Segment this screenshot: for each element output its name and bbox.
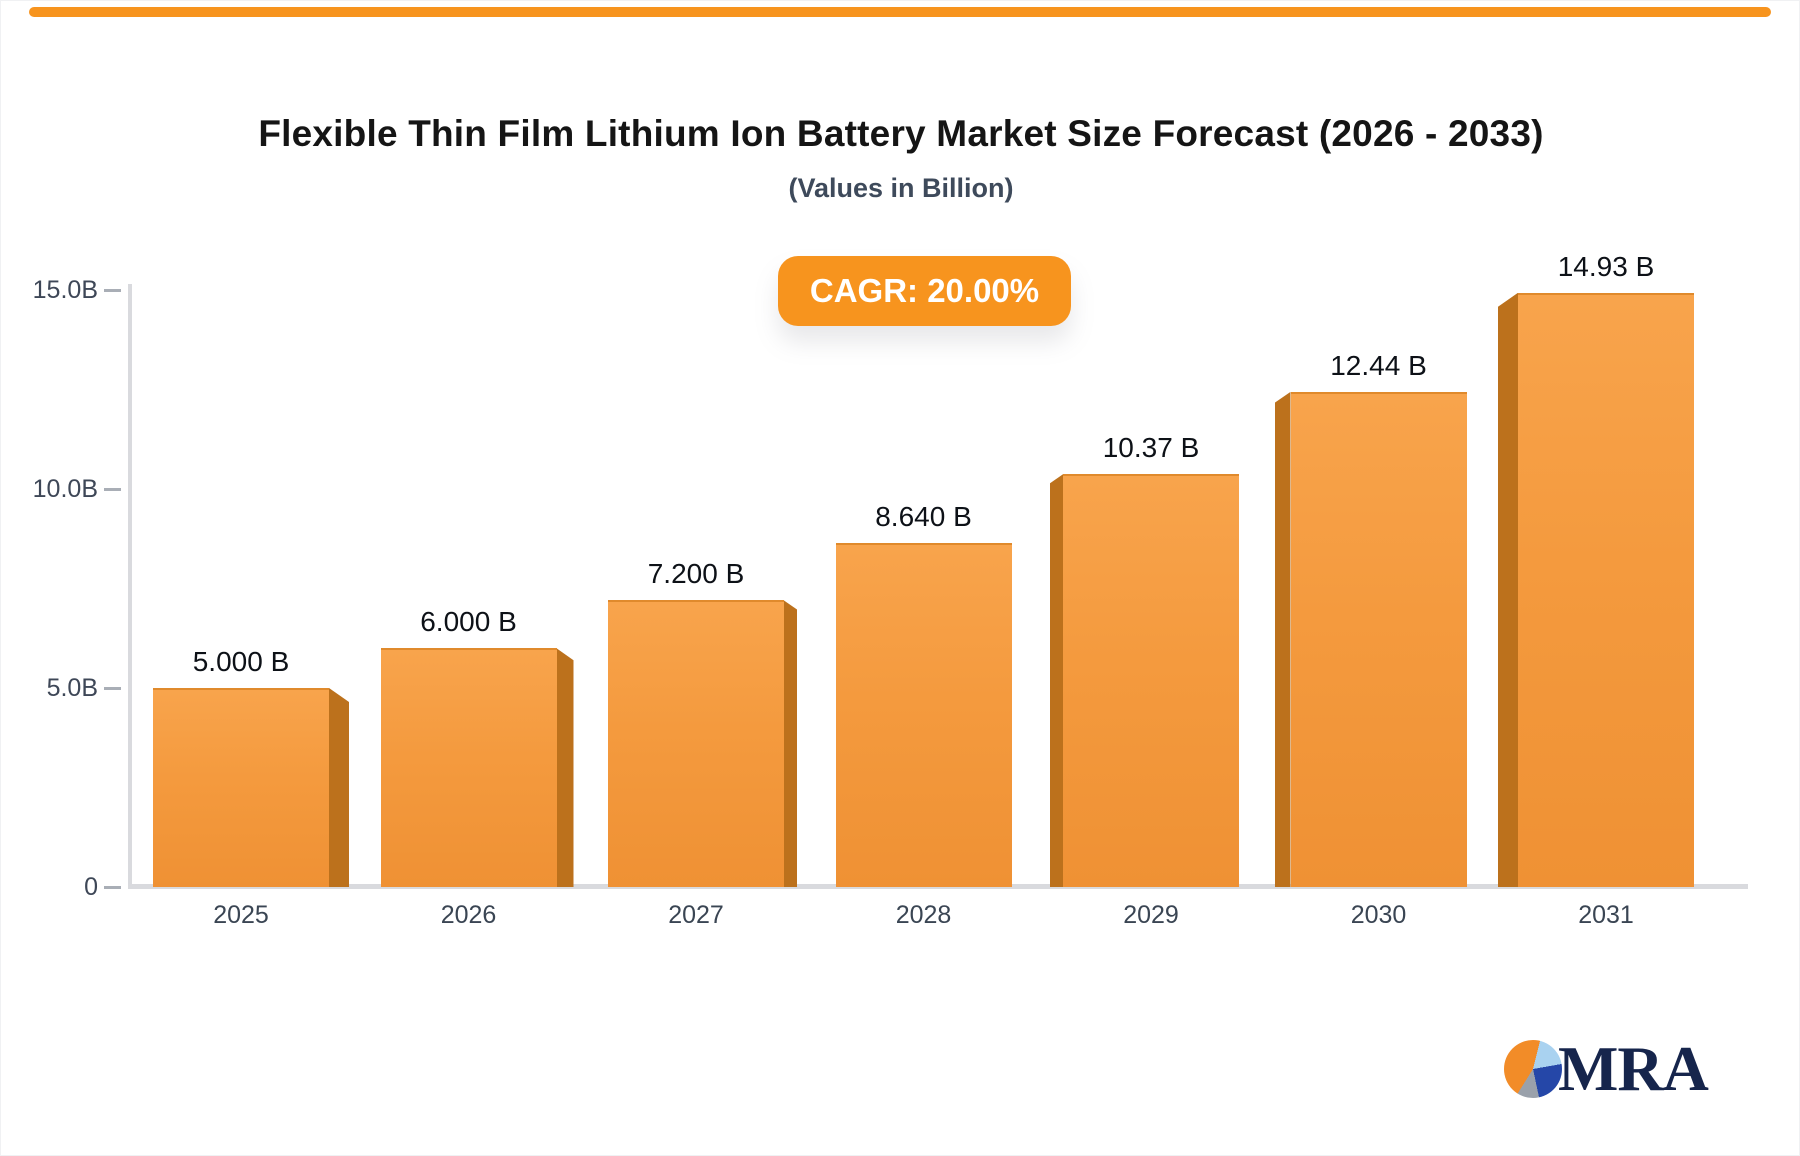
x-axis-label: 2030 <box>1350 901 1407 929</box>
bar-face <box>1518 292 1694 887</box>
bar-face <box>608 600 784 887</box>
y-tick-label: 15.0B <box>32 275 98 304</box>
y-tick-mark <box>104 487 121 491</box>
bar-2029 <box>1050 474 1239 887</box>
chart-title: Flexible Thin Film Lithium Ion Battery M… <box>258 113 1544 154</box>
bar-face <box>1063 474 1239 887</box>
chart-subtitle: (Values in Billion) <box>788 173 1014 203</box>
y-tick-label: 0 <box>84 872 98 901</box>
x-axis-label: 2025 <box>213 901 269 929</box>
bar-2031 <box>1498 292 1694 887</box>
bar-value-label: 5.000 B <box>192 646 290 677</box>
x-axis-label: 2026 <box>440 901 497 929</box>
y-axis-line <box>128 284 132 889</box>
y-tick-label: 5.0B <box>46 673 98 702</box>
mra-logo-text: MRA <box>1558 1033 1709 1104</box>
x-axis-label: 2031 <box>1578 901 1634 929</box>
x-axis-label: 2028 <box>895 901 952 929</box>
bar-3d-side <box>1050 474 1063 887</box>
bar-value-label: 7.200 B <box>647 558 745 590</box>
y-tick-mark <box>104 686 121 690</box>
x-axis-label: 2029 <box>1123 901 1179 929</box>
bar-3d-side <box>1498 292 1518 887</box>
mra-pie-chart-icon <box>1504 1040 1562 1098</box>
bar-3d-side <box>556 648 574 887</box>
bar-value-label: 6.000 B <box>420 606 517 638</box>
bar-2028 <box>835 543 1012 887</box>
top-accent-bar <box>29 7 1771 17</box>
bar-face <box>153 688 329 887</box>
bar-value-label: 8.640 B <box>875 501 972 533</box>
bar-2030 <box>1274 391 1467 887</box>
bar-face <box>835 543 1012 887</box>
y-tick-label: 10.0B <box>32 474 98 503</box>
cagr-badge: CAGR: 20.00% <box>778 256 1071 326</box>
bar-face <box>380 648 557 887</box>
x-axis-label: 2027 <box>668 901 724 929</box>
bar-2027 <box>608 600 797 887</box>
bar-value-label: 14.93 B <box>1557 250 1655 282</box>
bar-3d-side <box>784 600 797 887</box>
bar-face <box>1290 391 1467 887</box>
bar-3d-side <box>329 688 349 887</box>
bar-3d-side <box>1274 391 1291 887</box>
y-tick-mark <box>104 288 121 292</box>
bar-2025 <box>153 688 349 887</box>
bar-value-label: 12.44 B <box>1330 349 1427 381</box>
bar-2026 <box>380 648 574 887</box>
mra-logo: MRA <box>1504 1033 1709 1104</box>
bar-value-label: 10.37 B <box>1102 432 1200 464</box>
y-tick-mark <box>104 885 121 889</box>
